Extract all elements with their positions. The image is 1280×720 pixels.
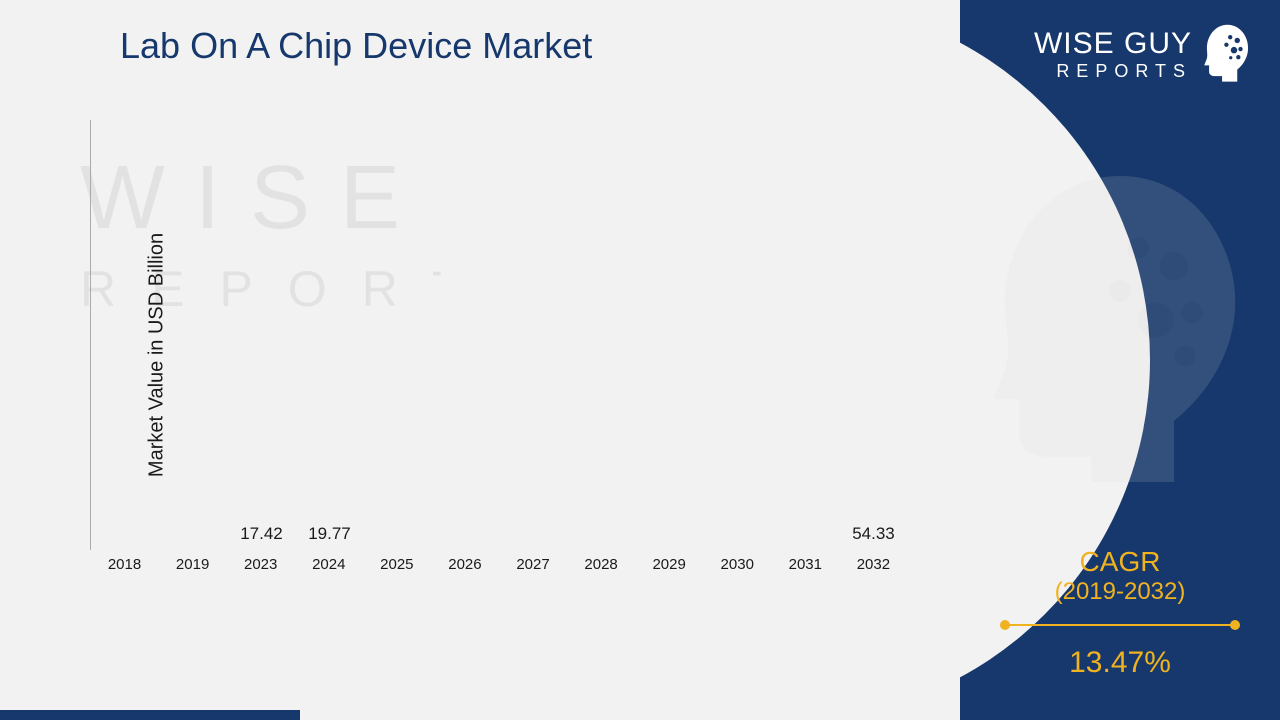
cagr-label: CAGR bbox=[985, 546, 1255, 578]
x-axis-label: 2029 bbox=[643, 556, 696, 573]
x-axis-label: 2025 bbox=[370, 556, 423, 573]
x-axis-label: 2018 bbox=[98, 556, 151, 573]
bottom-accent-bar bbox=[0, 710, 300, 720]
x-axis-label: 2032 bbox=[847, 556, 900, 573]
main-container: Lab On A Chip Device Market WISE GUY REP… bbox=[0, 0, 1280, 720]
bar-value-label: 54.33 bbox=[852, 524, 895, 544]
bars-container: 17.42 19.77 54.33 bbox=[90, 120, 900, 550]
bar-value-label: 19.77 bbox=[308, 524, 351, 544]
brand-logo: WISE GUY REPORTS bbox=[1034, 22, 1255, 87]
cagr-period: (2019-2032) bbox=[985, 578, 1255, 606]
x-axis-label: 2030 bbox=[711, 556, 764, 573]
x-axis-label: 2028 bbox=[575, 556, 628, 573]
logo-head-icon bbox=[1200, 22, 1255, 87]
y-axis-label: Market Value in USD Billion bbox=[146, 233, 169, 477]
x-axis-label: 2027 bbox=[506, 556, 559, 573]
cagr-divider bbox=[1005, 624, 1235, 626]
x-axis-label: 2019 bbox=[166, 556, 219, 573]
logo-line1: WISE GUY bbox=[1034, 27, 1192, 61]
cagr-box: CAGR (2019-2032) 13.47% bbox=[985, 546, 1255, 680]
logo-text: WISE GUY REPORTS bbox=[1034, 27, 1192, 82]
x-axis-labels: 2018 2019 2023 2024 2025 2026 2027 2028 2029 2030… bbox=[90, 556, 900, 573]
chart-wrapper: Market Value in USD Billion 17.42 19.77 54… bbox=[90, 120, 900, 590]
cagr-value: 13.47% bbox=[985, 646, 1255, 680]
bar-value-label: 17.42 bbox=[240, 524, 283, 544]
x-axis-label: 2031 bbox=[779, 556, 832, 573]
x-axis-label: 2024 bbox=[302, 556, 355, 573]
x-axis-label: 2026 bbox=[438, 556, 491, 573]
x-axis-label: 2023 bbox=[234, 556, 287, 573]
right-panel: WISE GUY REPORTS CAGR (2019-2032) 13.47% bbox=[960, 0, 1280, 720]
watermark-head-icon bbox=[940, 140, 1280, 500]
logo-line2: REPORTS bbox=[1034, 61, 1192, 82]
